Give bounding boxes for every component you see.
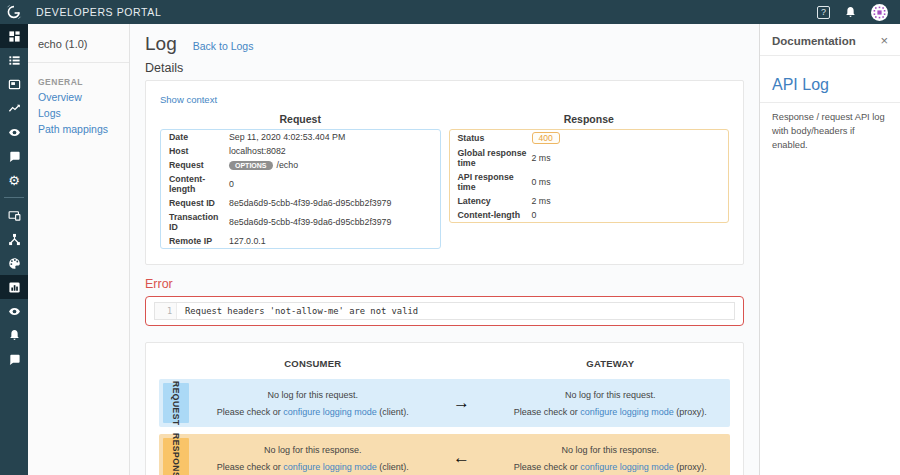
request-log-row: REQUEST No log for this request. Please … (159, 379, 730, 427)
rail-logs-analytics[interactable] (0, 275, 28, 299)
consumer-response-cell: No log for this response. Please check o… (193, 445, 433, 472)
table-row: Request OPTIONS/echo (161, 158, 440, 172)
table-row: Transaction ID8e5da6d9-5cbb-4f39-9da6-d9… (161, 210, 440, 234)
status-badge: 400 (532, 132, 560, 144)
api-sidebar: echo (1.0) GENERAL Overview Logs Path ma… (28, 24, 130, 475)
trending-icon (8, 102, 21, 115)
consumer-request-cell: No log for this request. Please check or… (193, 390, 433, 417)
details-card: Show context Request DateSep 11, 2020 4:… (145, 80, 744, 265)
response-log-row: RESPONSE No log for this response. Pleas… (159, 434, 730, 475)
configure-logging-mode-link[interactable]: configure logging mode (283, 407, 377, 417)
identicon-pattern-icon (872, 5, 887, 20)
notifications-bell-icon[interactable] (844, 6, 857, 19)
table-row: Latency2 ms (450, 194, 729, 208)
rail-devices[interactable] (0, 203, 28, 227)
portal-title: DEVELOPERS PORTAL (36, 6, 161, 18)
dashboard-icon (8, 30, 21, 43)
doc-page-heading: API Log (760, 56, 900, 103)
rail-alerts[interactable] (0, 323, 28, 347)
response-row-tab: RESPONSE (163, 438, 189, 475)
rail-device-hub[interactable] (0, 227, 28, 251)
device-hub-icon (8, 233, 21, 246)
bell-icon (8, 329, 21, 342)
rail-audit-2[interactable] (0, 299, 28, 323)
sidebar-section-label: GENERAL (28, 63, 129, 89)
apps-card-icon (8, 78, 21, 91)
request-table: DateSep 11, 2020 4:02:53.404 PM Hostloca… (160, 129, 441, 249)
list-icon (8, 54, 21, 67)
rail-plans[interactable] (0, 72, 28, 96)
details-heading: Details (145, 61, 744, 75)
error-heading: Error (145, 277, 744, 291)
gateway-response-cell: No log for this response. Please check o… (491, 445, 731, 472)
palette-icon (8, 257, 21, 270)
documentation-title: Documentation (772, 35, 856, 47)
gateway-request-cell: No log for this request. Please check or… (491, 390, 731, 417)
table-row: Remote IP127.0.0.1 (161, 234, 440, 248)
request-header: Request (160, 113, 441, 125)
documentation-panel: Documentation × API Log Response / reque… (759, 24, 900, 475)
sidebar-item-logs[interactable]: Logs (28, 105, 129, 121)
table-row: API response time0 ms (450, 170, 729, 194)
rail-audit[interactable] (0, 120, 28, 144)
user-avatar[interactable] (871, 4, 888, 21)
rail-dashboard[interactable] (0, 24, 28, 48)
right-arrow-icon: → (433, 393, 491, 413)
settings-icon: ⚙ (8, 174, 20, 187)
gateway-column-header: GATEWAY (491, 358, 731, 369)
rail-list[interactable] (0, 48, 28, 72)
sidebar-item-overview[interactable]: Overview (28, 89, 129, 105)
icon-rail: ⚙ (0, 24, 28, 475)
error-message: Request headers 'not-allow-me' are not v… (177, 303, 426, 319)
error-editor[interactable]: 1 Request headers 'not-allow-me' are not… (154, 302, 735, 320)
response-panel: Response Status 400 Global response time… (449, 113, 730, 249)
rail-settings[interactable]: ⚙ (0, 168, 28, 192)
logo-g-icon (6, 4, 22, 20)
back-to-logs-link[interactable]: Back to Logs (193, 40, 254, 52)
doc-page-body: Response / request API log with body/hea… (760, 103, 900, 161)
table-row: Hostlocalhost:8082 (161, 144, 440, 158)
table-row: DateSep 11, 2020 4:02:53.404 PM (161, 130, 440, 144)
eye-icon (8, 126, 21, 139)
response-table: Status 400 Global response time2 ms API … (449, 129, 730, 223)
configure-logging-mode-link[interactable]: configure logging mode (580, 462, 674, 472)
request-path: /echo (277, 160, 299, 170)
rail-messages[interactable] (0, 144, 28, 168)
log-flow-card: CONSUMER GATEWAY REQUEST No log for this… (145, 342, 744, 475)
main-content: Log Back to Logs Details Show context Re… (130, 24, 759, 475)
table-row: Request ID8e5da6d9-5cbb-4f39-9da6-d95cbb… (161, 196, 440, 210)
consumer-column-header: CONSUMER (193, 358, 433, 369)
http-method-badge: OPTIONS (229, 161, 273, 170)
rail-divider (4, 197, 24, 198)
page-title: Log (145, 33, 177, 55)
rail-messages-2[interactable] (0, 347, 28, 371)
request-row-tab: REQUEST (163, 383, 189, 423)
rail-theme[interactable] (0, 251, 28, 275)
table-row: Content-length0 (161, 172, 440, 196)
error-card: 1 Request headers 'not-allow-me' are not… (145, 296, 744, 326)
left-arrow-icon: ← (433, 448, 491, 468)
response-header: Response (449, 113, 730, 125)
table-row: Status 400 (450, 130, 729, 146)
eye-icon (8, 305, 21, 318)
configure-logging-mode-link[interactable]: configure logging mode (283, 462, 377, 472)
top-bar: DEVELOPERS PORTAL ? (0, 0, 900, 24)
table-row: Global response time2 ms (450, 146, 729, 170)
request-panel: Request DateSep 11, 2020 4:02:53.404 PM … (160, 113, 441, 249)
sidebar-item-path-mappings[interactable]: Path mappings (28, 121, 129, 137)
table-row: Content-length0 (450, 208, 729, 222)
devices-icon (8, 209, 21, 222)
rail-analytics-trend[interactable] (0, 96, 28, 120)
configure-logging-mode-link[interactable]: configure logging mode (580, 407, 674, 417)
api-name: echo (1.0) (28, 24, 129, 63)
message-icon (8, 353, 21, 366)
bar-chart-icon (8, 281, 21, 294)
message-icon (8, 150, 21, 163)
show-context-link[interactable]: Show context (160, 94, 217, 105)
line-number-gutter: 1 (155, 303, 177, 319)
gravitee-logo[interactable] (0, 0, 28, 24)
help-icon[interactable]: ? (817, 6, 830, 19)
close-icon[interactable]: × (880, 34, 888, 47)
